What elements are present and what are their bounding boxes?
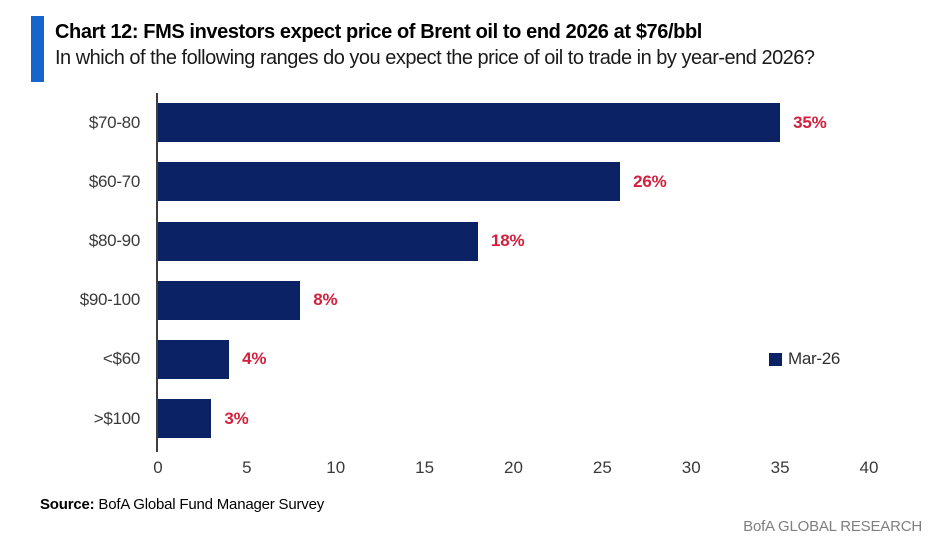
x-tick-label: 30 <box>681 458 701 477</box>
x-tick-label: 35 <box>770 458 790 477</box>
category-label: <$60 <box>102 349 140 369</box>
category-label: $90-100 <box>79 290 141 310</box>
category-label: $70-80 <box>88 112 140 132</box>
category-label: >$100 <box>93 408 141 428</box>
bar <box>158 280 301 320</box>
x-tick-label: 15 <box>415 458 435 477</box>
source-note: Source: BofA Global Fund Manager Survey <box>40 496 324 513</box>
bar <box>158 399 212 439</box>
value-label: 26% <box>633 171 667 191</box>
x-tick-label: 5 <box>242 458 252 477</box>
x-tick-label: 40 <box>859 458 879 477</box>
legend-swatch-icon <box>769 352 782 366</box>
value-label: 4% <box>242 349 267 369</box>
legend-label: Mar-26 <box>788 349 841 368</box>
category-label: $60-70 <box>88 171 140 191</box>
category-label: $80-90 <box>88 230 140 250</box>
research-attribution: BofA GLOBAL RESEARCH <box>743 518 922 535</box>
x-tick-label: 25 <box>592 458 612 477</box>
value-label: 18% <box>490 230 525 250</box>
x-tick-label: 10 <box>326 458 346 477</box>
legend: Mar-26 <box>769 349 840 369</box>
bar <box>158 162 621 202</box>
x-tick-label: 20 <box>504 458 523 477</box>
value-label: 8% <box>313 290 338 310</box>
chart-title: Chart 12: FMS investors expect price of … <box>55 21 702 43</box>
chart-subtitle: In which of the following ranges do you … <box>55 47 815 69</box>
value-label: 35% <box>793 112 827 132</box>
y-axis-line <box>156 93 158 452</box>
source-text: BofA Global Fund Manager Survey <box>94 496 325 513</box>
bar <box>158 103 781 143</box>
bar <box>158 221 478 261</box>
title-accent-bar <box>31 16 44 82</box>
bar <box>158 339 230 379</box>
value-label: 3% <box>224 408 249 428</box>
source-label: Source: <box>40 496 95 513</box>
x-tick-label: 0 <box>153 458 163 477</box>
